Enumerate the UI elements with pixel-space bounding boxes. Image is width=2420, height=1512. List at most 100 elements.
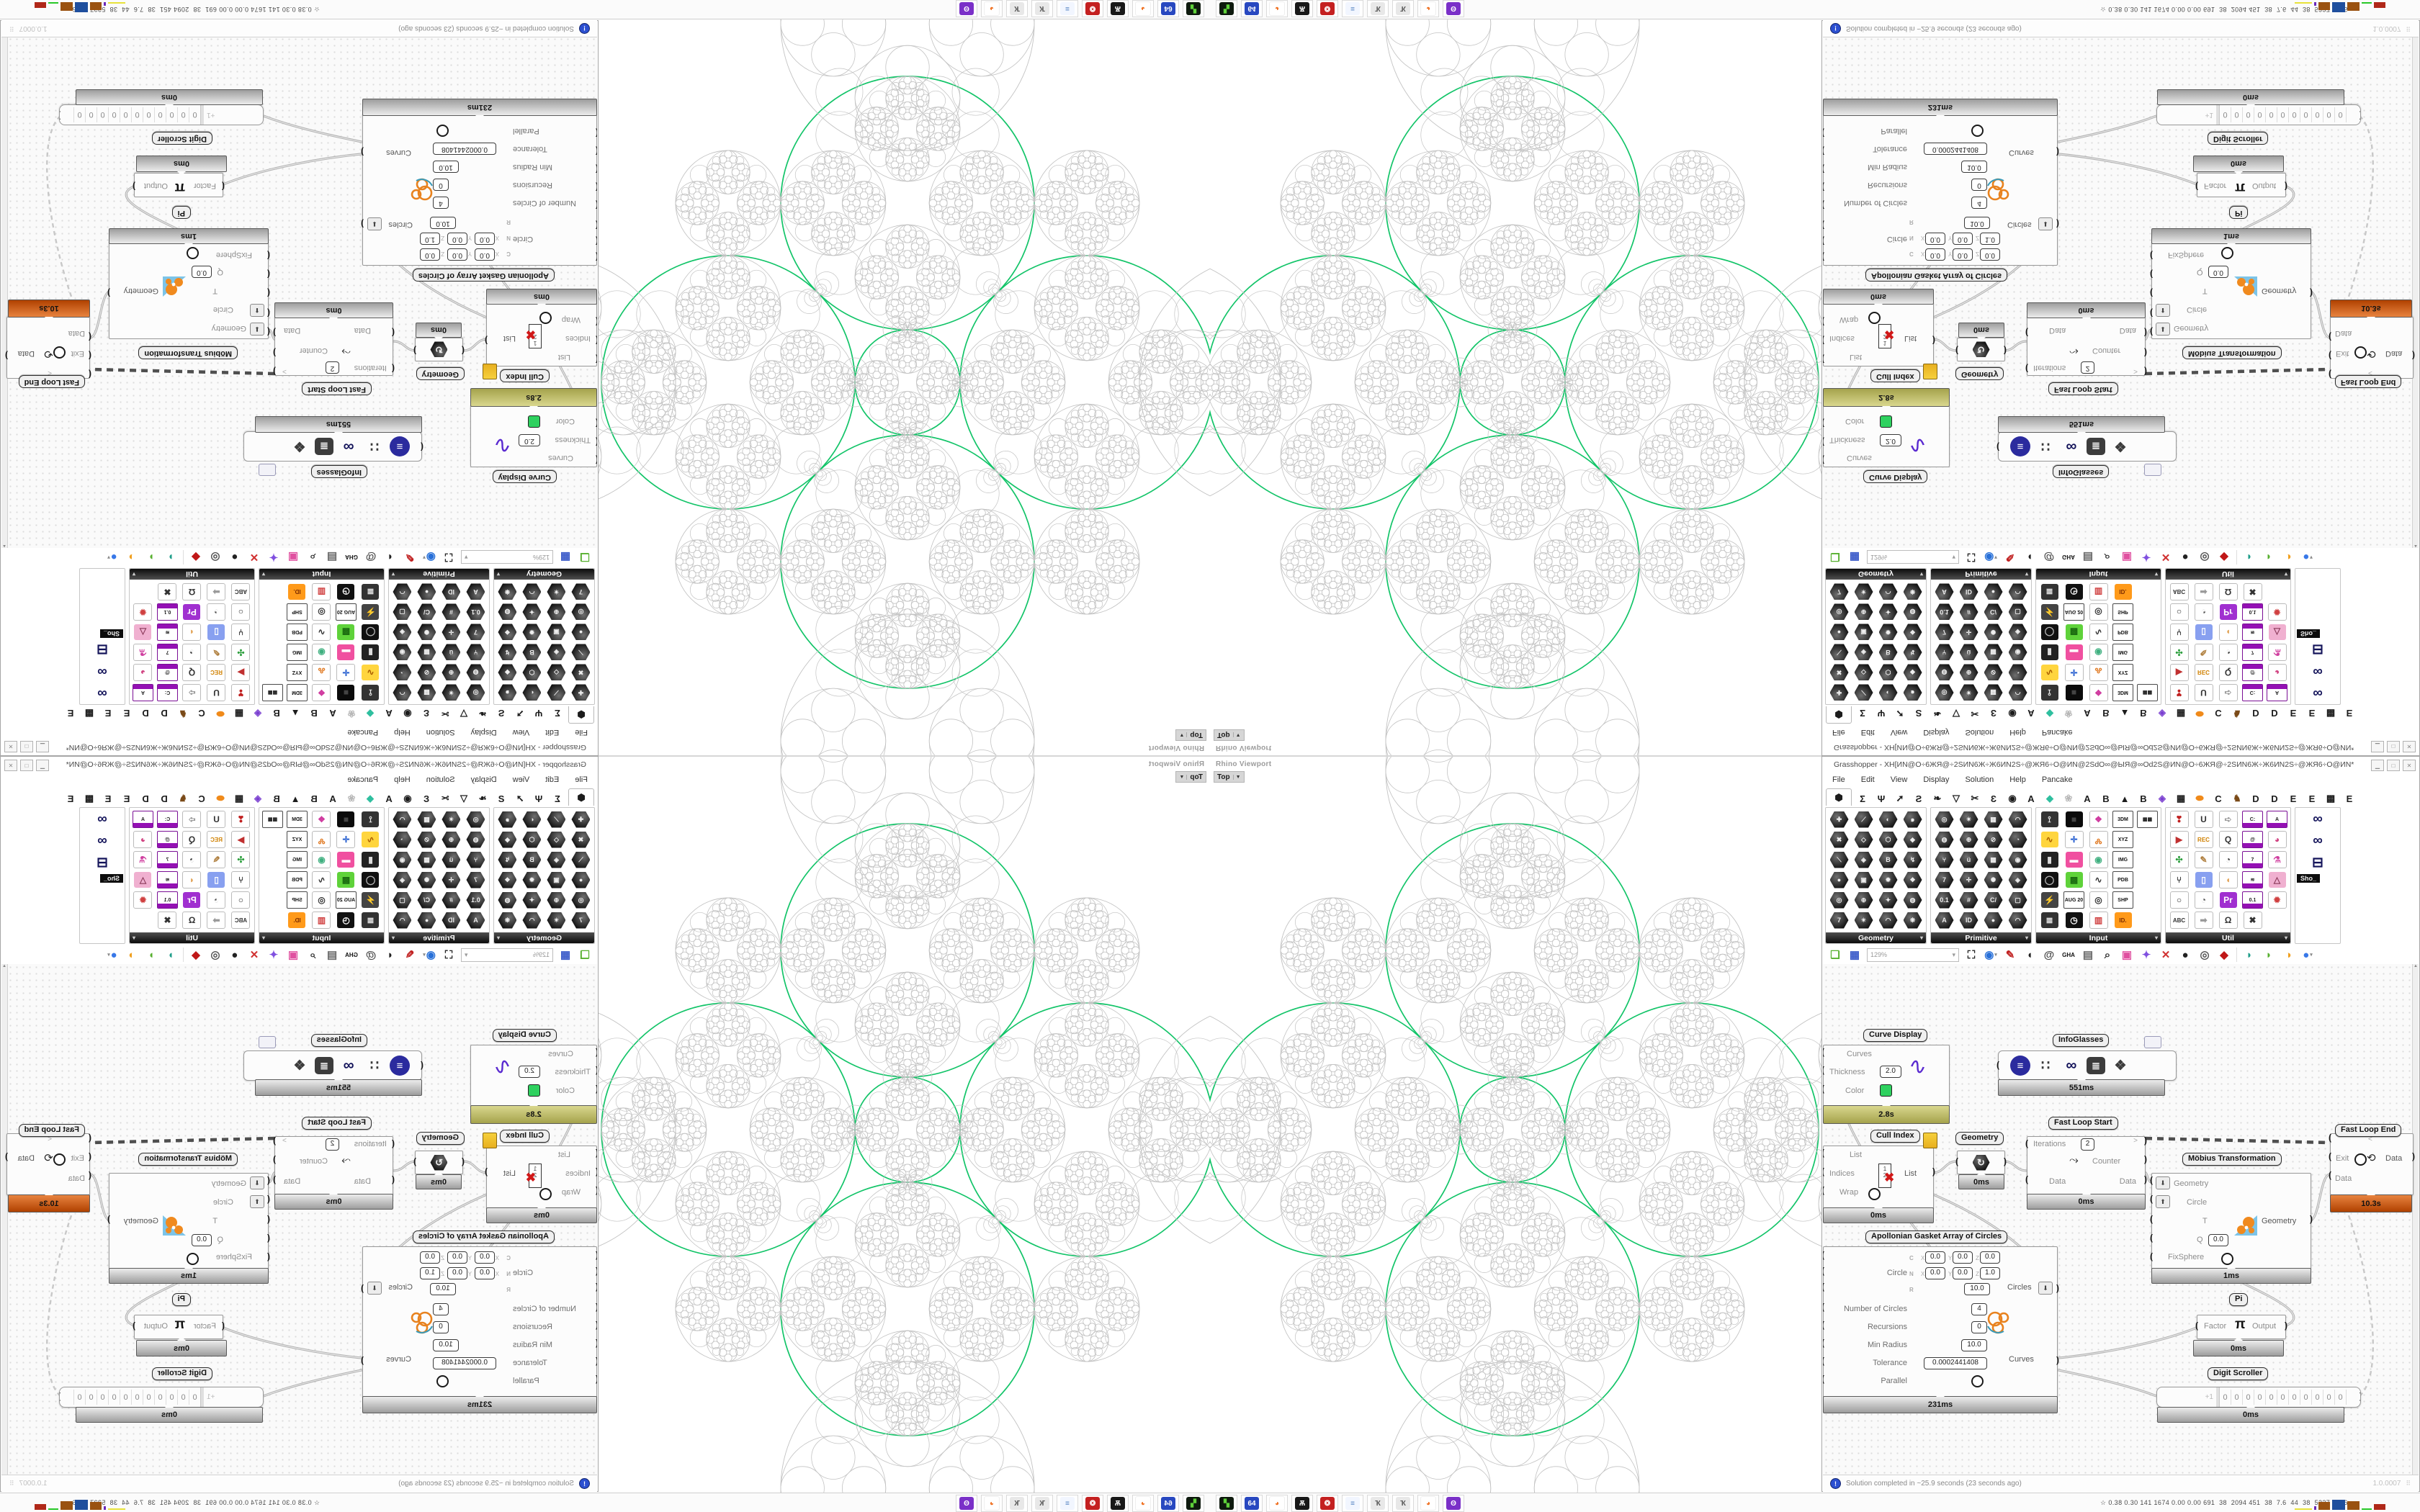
input-fixsphere[interactable]: FixSphere xyxy=(2168,1253,2205,1261)
param-value[interactable]: 0.0 xyxy=(475,1267,495,1279)
gem-icon[interactable]: ◆ xyxy=(192,949,200,961)
show-goggles-icon[interactable]: ∞ xyxy=(97,685,107,701)
leaf-green-icon[interactable]: ◗ xyxy=(148,948,155,961)
component-icon[interactable]: ❖ xyxy=(310,683,333,703)
scroller-digit[interactable]: 0 xyxy=(120,1390,131,1405)
component-icon[interactable]: ● xyxy=(569,622,593,642)
component-icon[interactable]: ≣ xyxy=(359,910,382,930)
component-icon[interactable]: 0.1 xyxy=(1932,602,1956,622)
close-button[interactable]: ✕ xyxy=(4,760,17,771)
component-icon[interactable]: ◎ xyxy=(1827,602,1851,622)
component-icon[interactable]: ➪ xyxy=(180,683,204,703)
component-icon[interactable]: ▣ xyxy=(1852,622,1876,642)
component-icon[interactable]: ⑂ xyxy=(2167,870,2191,890)
component-icon[interactable]: PDB xyxy=(285,622,309,642)
component-icon[interactable]: ◖ xyxy=(180,622,204,642)
component-tab-6[interactable]: ▽ xyxy=(460,793,467,804)
show-tag[interactable]: Sho_ xyxy=(99,874,123,883)
component-icon[interactable]: ⊕ xyxy=(439,662,463,683)
component-tab-15[interactable]: ▲ xyxy=(2120,708,2130,719)
notepad-icon[interactable]: ≡ xyxy=(1057,0,1078,17)
component-icon[interactable]: B xyxy=(1876,642,1900,662)
param-value[interactable]: 0.0 xyxy=(1925,248,1945,261)
spheres-icon[interactable]: ● xyxy=(2182,948,2189,961)
output-curves[interactable]: Curves xyxy=(2009,1355,2034,1364)
component-icon[interactable]: SHP xyxy=(2111,602,2135,622)
component-tab-13[interactable]: A xyxy=(2084,793,2091,804)
component-icon[interactable]: C: xyxy=(2241,809,2264,829)
component-icon[interactable]: ✖ xyxy=(2241,582,2264,602)
component-tab-13[interactable]: A xyxy=(329,793,336,804)
node-fast-loop-start[interactable]: (( ))) Iterations 2 > ⤳ Counter Data Dat… xyxy=(2025,1135,2147,1195)
chevron-down-icon[interactable]: ▼ xyxy=(1179,774,1188,780)
k5-icon[interactable]: Ҡ xyxy=(1367,1495,1389,1512)
component-icon[interactable]: ⑂ xyxy=(464,850,488,870)
package-icon[interactable]: ▣ xyxy=(287,949,299,961)
sticky-tag-icon[interactable] xyxy=(1923,1133,1937,1148)
leaf-green-icon[interactable]: ◗ xyxy=(148,551,155,564)
infoglasses-goggles-icon[interactable]: ∞ xyxy=(343,438,354,455)
component-icon[interactable]: ⊘ xyxy=(1981,829,2005,850)
close-button[interactable]: ✕ xyxy=(4,741,17,752)
component-icon[interactable]: XYZ xyxy=(2111,829,2135,850)
save-file-icon[interactable]: ▦ xyxy=(1849,949,1860,961)
component-icon[interactable]: ✴ xyxy=(544,582,568,602)
component-icon[interactable]: ▦▦ xyxy=(2136,683,2159,703)
component-icon[interactable]: 7 xyxy=(1932,870,1956,890)
component-icon[interactable]: ◇ xyxy=(1852,662,1876,683)
input-iterations[interactable]: Iterations xyxy=(2033,1140,2066,1148)
input-fixsphere[interactable]: FixSphere xyxy=(215,1253,252,1261)
component-tab-18[interactable]: ▦ xyxy=(234,708,244,719)
node-label-fast-loop-end[interactable]: Fast Loop End xyxy=(18,375,85,388)
component-icon[interactable]: ✚ xyxy=(569,683,593,703)
component-icon[interactable]: ◠ xyxy=(1876,582,1900,602)
infoglasses-menu-icon[interactable]: ≡ xyxy=(2010,436,2030,456)
component-icon[interactable]: ❖ xyxy=(496,870,519,890)
scroller-digit[interactable]: 0 xyxy=(177,1390,189,1405)
component-icon[interactable]: ◎ xyxy=(1827,890,1851,910)
component-tab-7[interactable]: ✂ xyxy=(441,708,449,719)
component-icon[interactable]: C/ xyxy=(415,890,439,910)
node-fast-loop-end[interactable]: ((( ) < Exit ⟲ Data Data xyxy=(2329,1133,2415,1195)
component-icon[interactable]: A xyxy=(464,910,488,930)
thickness-value[interactable]: 2.0 xyxy=(519,434,540,446)
component-tab-12[interactable]: ❀ xyxy=(347,793,356,804)
close-button[interactable]: ✕ xyxy=(2403,741,2416,752)
menu-item-file[interactable]: File xyxy=(1832,728,1845,737)
component-tab-27[interactable]: E xyxy=(67,708,74,719)
component-icon[interactable]: 🝆 xyxy=(2087,662,2110,683)
component-icon[interactable]: ◖ xyxy=(2216,870,2240,890)
owl-icon[interactable]: Θ xyxy=(956,1495,977,1512)
param-value[interactable]: 0.0 xyxy=(1925,1267,1945,1279)
node-label-digit-scroller[interactable]: Digit Scroller xyxy=(151,132,212,145)
sphere-blue-icon[interactable]: ● ▾ xyxy=(107,948,117,961)
canvas-scrollbar[interactable]: ▲ xyxy=(2412,964,2419,1475)
param-value[interactable]: 1.0 xyxy=(1980,1267,2000,1279)
component-icon[interactable]: ✚ xyxy=(1827,683,1851,703)
leaf-teal-icon[interactable]: ◗ xyxy=(2246,948,2253,961)
balloon-icon[interactable]: ✦ xyxy=(269,551,279,563)
component-icon[interactable]: ⚗ xyxy=(131,642,155,662)
ribbon-group-label[interactable]: Geometry ▾ xyxy=(1826,569,1926,580)
component-icon[interactable]: ○ xyxy=(229,602,253,622)
floppy64-icon[interactable]: 64 xyxy=(1157,0,1179,17)
component-icon[interactable]: ID xyxy=(439,582,463,602)
node-label-curve-display[interactable]: Curve Display xyxy=(1863,470,1928,483)
component-tab-16[interactable]: B xyxy=(2140,793,2147,804)
scroller-digit[interactable]: 0 xyxy=(2335,107,2347,122)
component-icon[interactable]: ▩ xyxy=(415,642,439,662)
leaf-green-icon[interactable]: ◗ xyxy=(2265,551,2272,564)
scroller-digit[interactable]: 0 xyxy=(108,107,120,122)
node-pi[interactable]: () Factor π Output xyxy=(133,173,225,197)
component-icon[interactable]: @ xyxy=(156,829,179,850)
component-icon[interactable]: ✛ xyxy=(334,662,358,683)
rings-icon[interactable]: ◎ xyxy=(2200,551,2210,563)
scroller-digit[interactable]: 0 xyxy=(166,107,177,122)
open-file-icon[interactable]: ❏ xyxy=(580,551,590,563)
input-color[interactable]: Color xyxy=(1845,417,1865,426)
component-icon[interactable]: ✦ xyxy=(520,890,544,910)
component-tab-7[interactable]: ✂ xyxy=(1971,793,1979,804)
canvas-scrollbar[interactable]: ▲ xyxy=(2412,37,2419,548)
infoglasses-drawer-icon[interactable]: ≣ xyxy=(2087,1057,2105,1074)
